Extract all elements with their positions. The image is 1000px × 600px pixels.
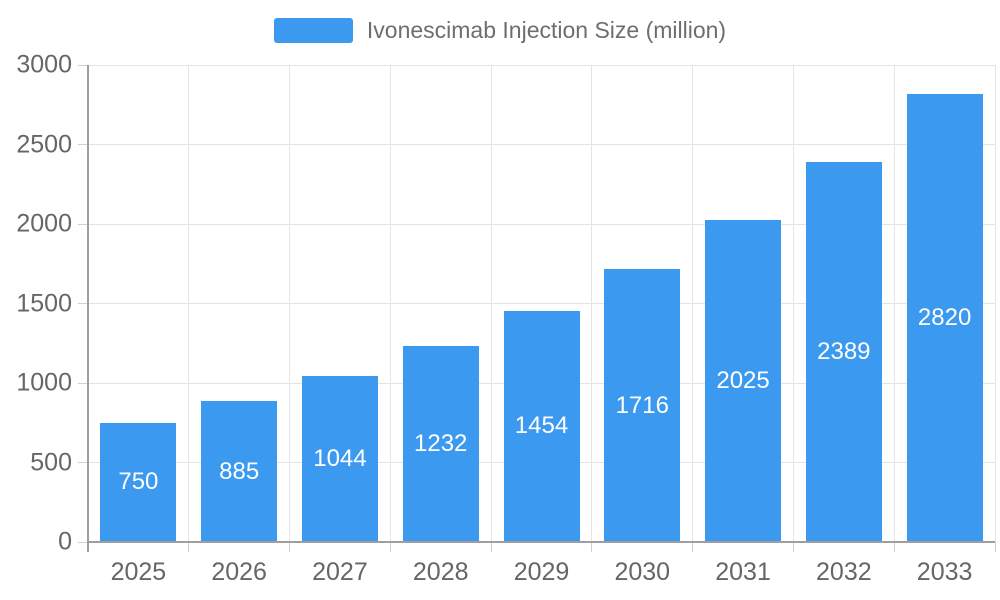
x-axis-tick xyxy=(893,542,895,552)
bar-2031[interactable] xyxy=(705,220,782,542)
bar-2033[interactable] xyxy=(906,93,983,542)
bar-value-label: 1716 xyxy=(615,391,669,419)
y-gridline xyxy=(88,144,995,145)
x-gridline xyxy=(792,65,794,542)
x-axis-tick xyxy=(792,542,794,552)
x-axis-tick-label: 2027 xyxy=(312,558,368,586)
y-axis-tick xyxy=(78,303,88,304)
legend-label: Ivonescimab Injection Size (million) xyxy=(366,17,727,43)
bar-2028[interactable] xyxy=(402,346,479,542)
x-gridline xyxy=(389,65,391,542)
y-axis-tick xyxy=(78,223,88,225)
bar-value-label: 2025 xyxy=(716,367,770,394)
y-axis-tick xyxy=(78,541,88,543)
x-gridline xyxy=(692,65,694,542)
y-axis-tick xyxy=(78,382,88,384)
bar-2025[interactable] xyxy=(100,422,177,542)
y-axis-tick xyxy=(78,64,88,66)
bar-value-label: 885 xyxy=(219,457,260,485)
x-axis-tick xyxy=(188,542,190,552)
bar-value-label: 1232 xyxy=(414,430,468,458)
bar-2030[interactable] xyxy=(604,269,681,542)
y-axis-tick xyxy=(78,462,88,463)
y-axis-tick xyxy=(78,144,88,145)
bar-2032[interactable] xyxy=(805,162,882,542)
y-axis-tick-label: 500 xyxy=(30,448,72,476)
x-gridline xyxy=(893,65,895,542)
x-axis-tick-label: 2026 xyxy=(211,558,267,586)
x-gridline xyxy=(994,65,996,542)
y-axis-tick-label: 1500 xyxy=(16,289,72,317)
y-gridline xyxy=(88,64,995,66)
bar-value-label: 1454 xyxy=(514,412,569,440)
legend-swatch-icon xyxy=(273,18,353,43)
x-axis-tick xyxy=(490,542,492,552)
x-axis-tick xyxy=(289,542,291,552)
y-gridline xyxy=(88,303,995,304)
bar-2029[interactable] xyxy=(503,310,580,542)
y-axis-tick-label: 0 xyxy=(58,527,72,556)
x-axis-tick-label: 2029 xyxy=(513,558,570,586)
bar-value-label: 2820 xyxy=(917,303,972,331)
bar-value-label: 750 xyxy=(118,468,159,496)
x-gridline xyxy=(490,65,492,542)
y-axis-tick-label: 2000 xyxy=(16,209,72,238)
x-axis-tick xyxy=(994,542,996,552)
x-axis-line xyxy=(87,541,995,543)
x-axis-tick xyxy=(389,542,391,552)
x-axis-tick-label: 2031 xyxy=(715,558,771,586)
bar-value-label: 2389 xyxy=(817,338,871,366)
bar-2026[interactable] xyxy=(201,401,278,542)
x-axis-tick-label: 2032 xyxy=(816,558,872,586)
x-axis-tick-label: 2033 xyxy=(916,558,973,586)
y-gridline xyxy=(88,223,995,225)
x-axis-tick-label: 2030 xyxy=(614,558,671,586)
bar-2027[interactable] xyxy=(301,376,378,542)
x-gridline xyxy=(591,65,593,542)
legend[interactable]: Ivonescimab Injection Size (million) xyxy=(0,18,1000,43)
x-axis-tick-label: 2028 xyxy=(412,558,469,586)
y-axis-line xyxy=(87,65,89,552)
x-axis-tick xyxy=(692,542,694,552)
y-axis-tick-label: 2500 xyxy=(16,130,72,158)
x-gridline xyxy=(188,65,190,542)
y-axis-tick-label: 1000 xyxy=(16,368,72,397)
x-axis-tick-label: 2025 xyxy=(110,558,167,586)
bar-value-label: 1044 xyxy=(313,445,367,472)
y-axis-tick-label: 3000 xyxy=(16,50,72,79)
x-gridline xyxy=(289,65,291,542)
x-axis-tick xyxy=(591,542,593,552)
